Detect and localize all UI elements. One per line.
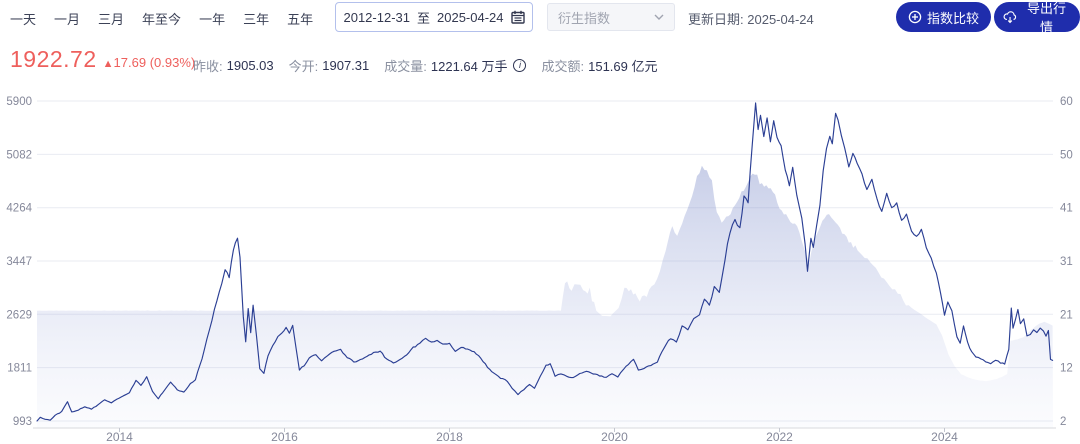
y-axis-label-left: 2629 [6,309,32,321]
y-axis-label-left: 993 [13,416,32,428]
x-axis-label: 2018 [436,430,463,444]
tab-5y[interactable]: 五年 [287,12,314,27]
stat-prev-close: 昨收: 1905.03 [193,58,274,74]
change-percent: (0.93%) [149,55,196,70]
date-range-start: 2012-12-31 [343,9,410,25]
y-axis-label-left: 3447 [6,256,32,268]
date-range-separator: 至 [416,10,430,26]
x-axis-label: 2020 [601,430,628,444]
tab-3m[interactable]: 三月 [98,12,125,27]
x-axis-label: 2022 [766,430,793,444]
y-axis-label-left: 5900 [6,96,32,108]
y-axis-label-right: 50 [1060,149,1073,161]
stat-volume: 成交量: 1221.64 万手 i [384,56,527,75]
y-axis-label-right: 41 [1060,203,1073,215]
quote-summary: 1922.72 ▲17.69 (0.93%) [10,46,195,73]
y-axis-label-right: 31 [1060,256,1073,268]
up-arrow-icon: ▲ [102,58,114,70]
update-date-value: 2025-04-24 [747,12,814,27]
date-range-end: 2025-04-24 [437,9,504,25]
axis-layer: 993 2 1811 12 2629 21 3447 31 4264 41 5082 50 5900 60… [6,96,1072,444]
chevron-down-icon [654,14,664,20]
change-value: 17.69 [113,55,147,70]
series-layer [36,102,1054,428]
quote-stats: 昨收: 1905.03 今开: 1907.31 成交量: 1221.64 万手 … [193,56,657,75]
x-axis-label: 2024 [931,430,958,444]
update-date: 更新日期: 2025-04-24 [688,9,814,28]
time-range-tabs: 一天 一月 三月 年至今 一年 三年 五年 [10,9,313,28]
y-axis-label-right: 2 [1060,416,1066,428]
price-change: ▲17.69 (0.93%) [103,55,196,70]
stat-open: 今开: 1907.31 [288,58,370,74]
info-icon[interactable]: i [513,59,527,72]
x-axis-label: 2016 [271,430,298,444]
y-axis-label-right: 12 [1060,363,1073,375]
export-quotes-label: 导出行情 [1027,1,1067,35]
tab-1y[interactable]: 一年 [199,12,226,27]
cloud-download-icon [1003,11,1017,24]
y-axis-label-left: 4264 [6,203,32,215]
last-price: 1922.72 [10,46,97,72]
derived-index-select-value: 衍生指数 [558,10,611,26]
y-axis-label-right: 60 [1060,96,1073,108]
y-axis-label-left: 1811 [7,363,32,375]
update-date-label: 更新日期: [688,12,744,27]
index-compare-label: 指数比较 [927,10,980,26]
derived-index-select[interactable]: 衍生指数 [547,3,675,31]
calendar-icon[interactable] [510,10,525,24]
tab-1d[interactable]: 一天 [10,12,37,27]
tab-1m[interactable]: 一月 [54,12,81,27]
export-quotes-button[interactable]: 导出行情 [994,1,1080,35]
index-compare-button[interactable]: 指数比较 [896,2,992,32]
date-range-input[interactable]: 2012-12-31 至 2025-04-24 [335,2,533,32]
tab-ytd[interactable]: 年至今 [142,12,182,27]
tab-3y[interactable]: 三年 [243,12,270,27]
price-line-series [36,102,1054,422]
x-axis-label: 2014 [106,430,133,444]
stat-turnover: 成交额: 151.69 亿元 [541,59,658,74]
y-axis-label-right: 21 [1060,309,1073,321]
y-axis-label-left: 5082 [6,149,32,161]
secondary-area-series [37,165,1053,428]
circle-plus-icon [908,10,922,24]
